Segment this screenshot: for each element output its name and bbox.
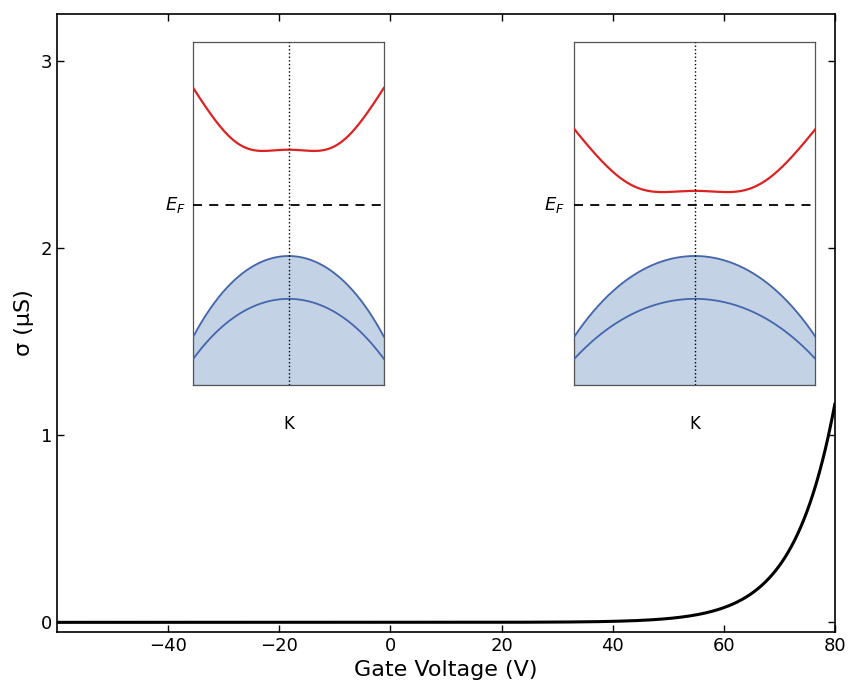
Y-axis label: σ (μS): σ (μS) xyxy=(14,289,34,356)
X-axis label: Gate Voltage (V): Gate Voltage (V) xyxy=(354,660,538,680)
